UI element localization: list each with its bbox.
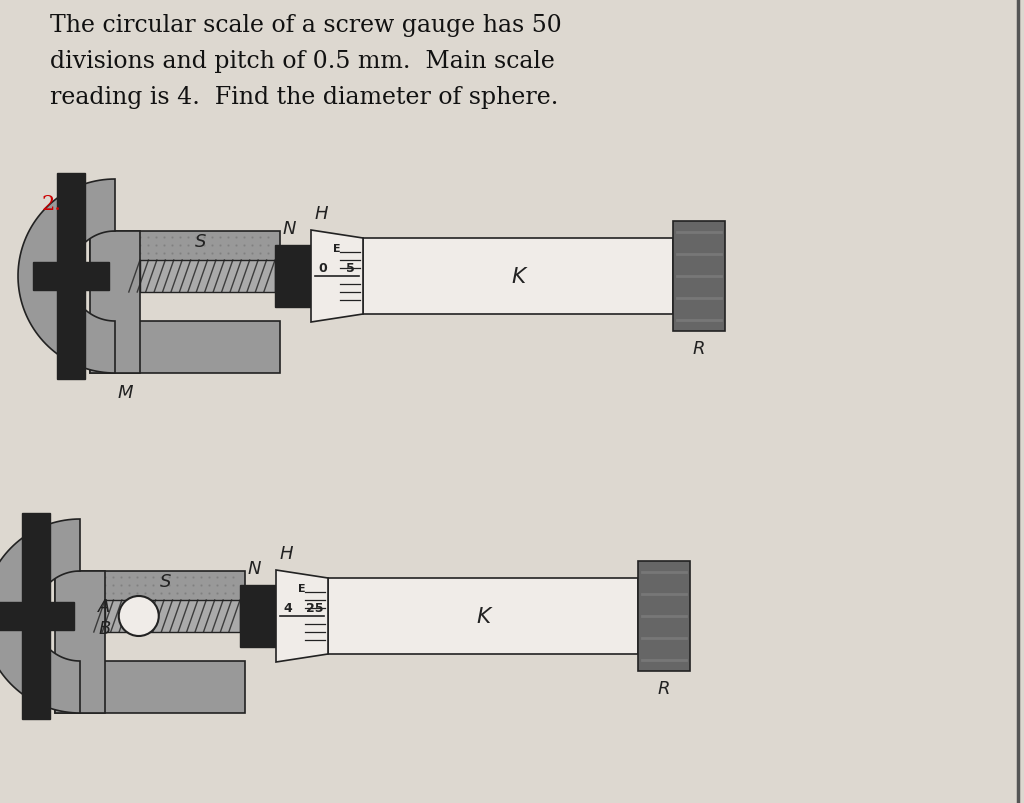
Text: divisions and pitch of 0.5 mm.  Main scale: divisions and pitch of 0.5 mm. Main scal… <box>50 50 555 73</box>
Text: H: H <box>280 544 293 562</box>
Polygon shape <box>90 232 140 373</box>
Text: M: M <box>118 384 133 402</box>
Text: The circular scale of a screw gauge has 50: The circular scale of a screw gauge has … <box>50 14 562 37</box>
Text: H: H <box>314 205 328 222</box>
Polygon shape <box>33 263 109 291</box>
Polygon shape <box>276 570 328 662</box>
Text: 0: 0 <box>318 262 327 275</box>
Polygon shape <box>240 585 276 647</box>
Polygon shape <box>673 222 725 332</box>
Text: N: N <box>283 220 296 238</box>
Polygon shape <box>140 261 275 292</box>
Polygon shape <box>55 661 245 713</box>
Polygon shape <box>57 173 85 380</box>
Polygon shape <box>362 238 673 315</box>
Text: N: N <box>248 560 261 577</box>
Text: 2.: 2. <box>42 194 62 214</box>
Polygon shape <box>55 571 105 713</box>
Text: 5: 5 <box>346 262 354 275</box>
Text: K: K <box>476 606 490 626</box>
Polygon shape <box>90 232 280 283</box>
Text: A: A <box>98 597 111 615</box>
Text: R: R <box>693 340 706 357</box>
Polygon shape <box>105 601 240 632</box>
Polygon shape <box>18 180 115 373</box>
Text: reading is 4.  Find the diameter of sphere.: reading is 4. Find the diameter of spher… <box>50 86 558 109</box>
Polygon shape <box>638 561 690 671</box>
Polygon shape <box>0 520 80 713</box>
Polygon shape <box>328 578 638 654</box>
Polygon shape <box>275 246 311 308</box>
Polygon shape <box>90 321 280 373</box>
Text: R: R <box>657 679 671 697</box>
Circle shape <box>119 597 159 636</box>
Polygon shape <box>22 513 50 719</box>
Text: 4: 4 <box>283 601 292 615</box>
Polygon shape <box>0 602 74 630</box>
Text: E: E <box>333 243 341 254</box>
Text: K: K <box>511 267 525 287</box>
Text: E: E <box>298 583 306 593</box>
Text: S: S <box>195 233 207 251</box>
Text: S: S <box>160 573 171 590</box>
Text: 25: 25 <box>306 601 324 615</box>
Text: B: B <box>98 619 111 638</box>
Polygon shape <box>311 230 362 323</box>
Polygon shape <box>55 571 245 623</box>
